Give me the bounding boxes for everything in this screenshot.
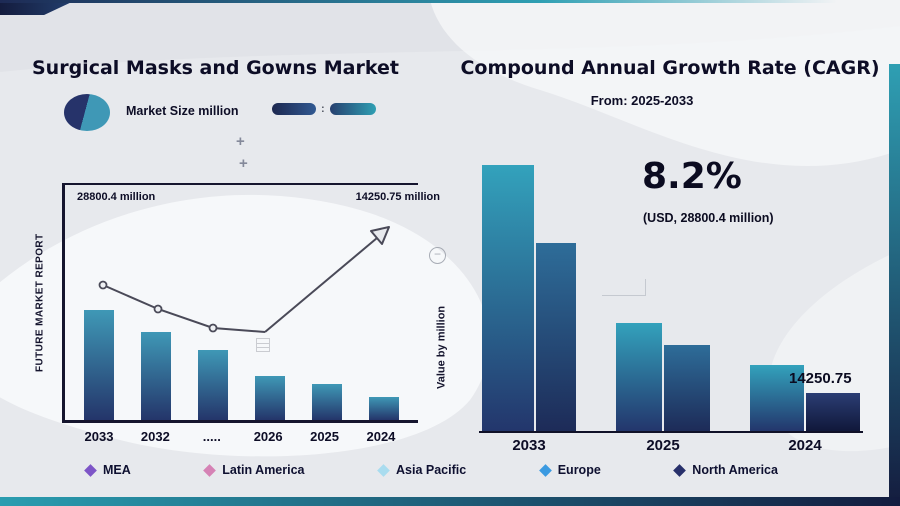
market-bar-1 [141,332,171,420]
market-size-label: Market Size million [126,104,239,118]
legend-diamond-icon [203,463,217,477]
cagr-bar-2033-0 [482,165,534,431]
legend-item-europe: Europe [538,463,601,477]
right-chart-x-axis: 2033 2025 2024 [482,437,860,454]
bar-group-2024 [750,365,860,431]
end-value-label: 14250.75 million [355,191,440,203]
cagr-value: 8.2% [642,156,742,197]
legend-label: North America [692,463,778,477]
right-chart-baseline [479,431,863,433]
market-bar-5 [369,397,399,420]
bar-group-2033 [482,165,576,431]
top-accent-strip [0,0,900,3]
cagr-caption: (USD, 28800.4 million) [643,211,774,225]
grid-watermark-icon [256,338,270,352]
market-bar-4 [312,384,342,420]
pill-navy-icon [272,103,316,115]
x-tick-label: 2026 [253,429,283,444]
right-subtitle: From: 2025-2033 [590,93,694,108]
legend-item-mea: MEA [84,463,131,477]
legend-item-asia-pacific: Asia Pacific [377,463,467,477]
bottom-accent-strip [0,497,900,506]
bar-column [366,397,402,420]
x-tick-label: 2033 [84,429,114,444]
right-accent-strip [889,64,900,506]
legend-diamond-icon [84,463,97,477]
legend-diamond-icon [673,463,687,477]
cagr-chart-bars [482,163,860,431]
legend-label: Asia Pacific [396,463,467,477]
pill-teal-icon [329,103,376,115]
legend-diamond-icon [538,463,552,477]
cagr-bar-2024-1 [806,393,860,431]
legend-label: Europe [557,463,601,477]
market-bar-0 [84,310,114,420]
pill-separator: : [321,103,325,115]
market-size-chart: 28800.4 million 14250.75 million [62,183,440,423]
cagr-bar-2025-1 [664,345,710,431]
right-chart-side-label: Value by million [435,305,448,389]
left-chart-side-label: FUTURE MARKET REPORT [34,233,46,373]
step-decor-shape [602,279,646,296]
legend-item-latin-america: Latin America [203,463,305,477]
left-title: Surgical Masks and Gowns Market [32,57,399,79]
legend-item-north-america: North America [673,463,778,477]
bar-value-label: 14250.75 [789,370,852,387]
right-title: Compound Annual Growth Rate (CAGR) [460,57,880,79]
zoom-out-icon [429,247,446,264]
legend-label: Latin America [222,463,305,477]
x-tick-label: 2033 [512,437,546,454]
cagr-bar-2024-0 [750,365,804,431]
plus-icon [236,133,245,150]
market-size-legend-icon [64,94,110,131]
cagr-bar-2033-1 [536,243,576,431]
x-tick-label: 2024 [788,437,822,454]
start-value-label: 28800.4 million [77,191,156,203]
x-tick-label: 2025 [310,429,340,444]
bar-column [195,350,231,420]
cagr-bar-2025-0 [616,323,662,431]
bar-column [138,332,174,420]
bar-column [309,384,345,420]
left-chart-x-axis: 2033 2032..... 2026 2025 2024 [65,429,415,444]
decor-pills: : [272,103,376,115]
market-bar-3 [255,376,285,420]
x-tick-label: ..... [202,429,221,444]
bar-column [252,376,288,420]
market-size-bars [65,185,418,420]
legend-label: MEA [103,463,131,477]
plus-icon [239,155,248,172]
x-tick-label: 2025 [646,437,680,454]
region-legend: MEA Latin America Asia Pacific Europe North … [84,463,778,477]
x-tick-label: 2024 [366,429,396,444]
chart-endpoint-labels: 28800.4 million 14250.75 million [77,191,440,203]
market-bar-2 [198,350,228,420]
bar-group-2025 [616,323,710,431]
legend-diamond-icon [377,463,390,477]
bar-column [81,310,117,420]
x-tick-label: 2032 [140,429,170,444]
